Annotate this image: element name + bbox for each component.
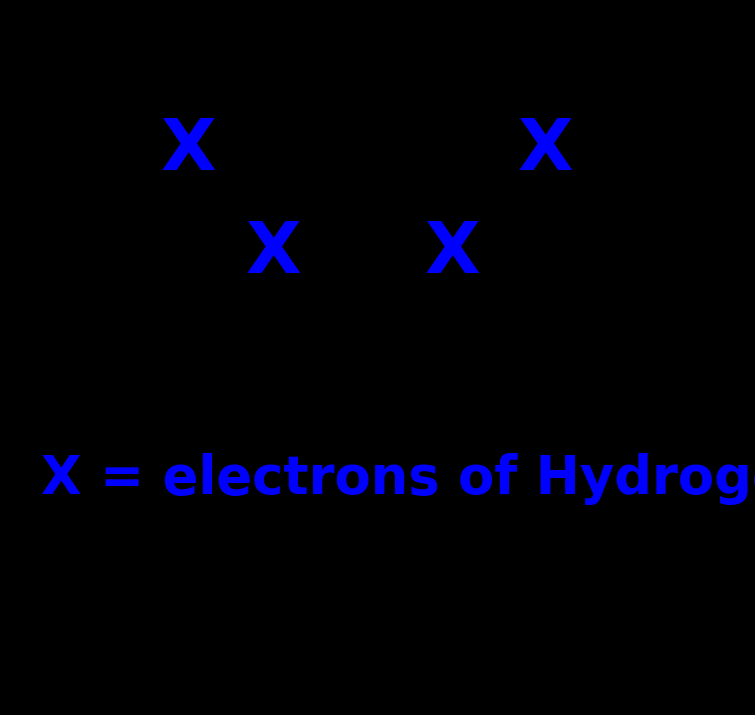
Text: X: X bbox=[160, 116, 216, 184]
Text: X: X bbox=[518, 116, 573, 184]
Text: X = electrons of Hydrogen: X = electrons of Hydrogen bbox=[42, 453, 755, 505]
Text: X: X bbox=[246, 220, 302, 288]
Text: X: X bbox=[425, 220, 480, 288]
